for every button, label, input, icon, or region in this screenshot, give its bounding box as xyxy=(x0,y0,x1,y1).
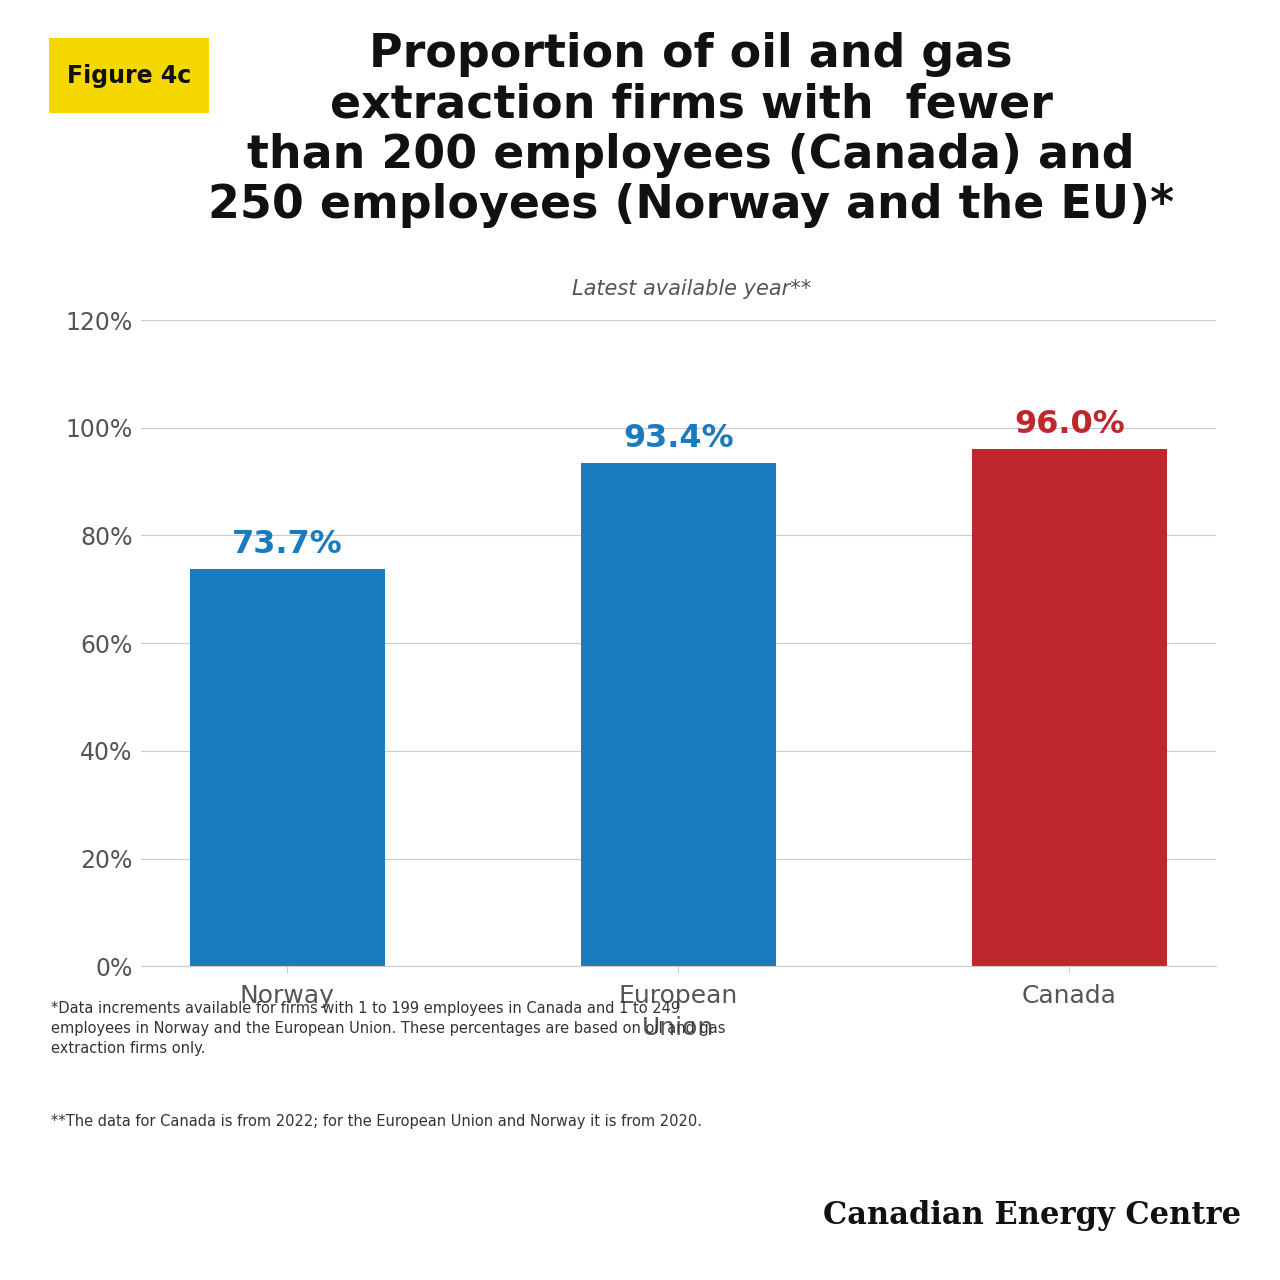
Text: Latest available year**: Latest available year** xyxy=(572,279,810,300)
Text: Canadian Energy Centre: Canadian Energy Centre xyxy=(823,1201,1242,1231)
Bar xyxy=(581,463,776,966)
Text: 73.7%: 73.7% xyxy=(232,529,343,559)
Text: **The data for Canada is from 2022; for the European Union and Norway it is from: **The data for Canada is from 2022; for … xyxy=(51,1114,703,1129)
Bar xyxy=(189,570,385,966)
Text: *Data increments available for firms with 1 to 199 employees in Canada and 1 to : *Data increments available for firms wit… xyxy=(51,1001,726,1056)
Text: Proportion of oil and gas
extraction firms with  fewer
than 200 employees (Canad: Proportion of oil and gas extraction fir… xyxy=(209,32,1174,228)
Text: 93.4%: 93.4% xyxy=(623,422,733,453)
Text: Figure 4c: Figure 4c xyxy=(67,64,191,87)
Bar xyxy=(972,449,1167,966)
Text: 96.0%: 96.0% xyxy=(1014,408,1125,439)
